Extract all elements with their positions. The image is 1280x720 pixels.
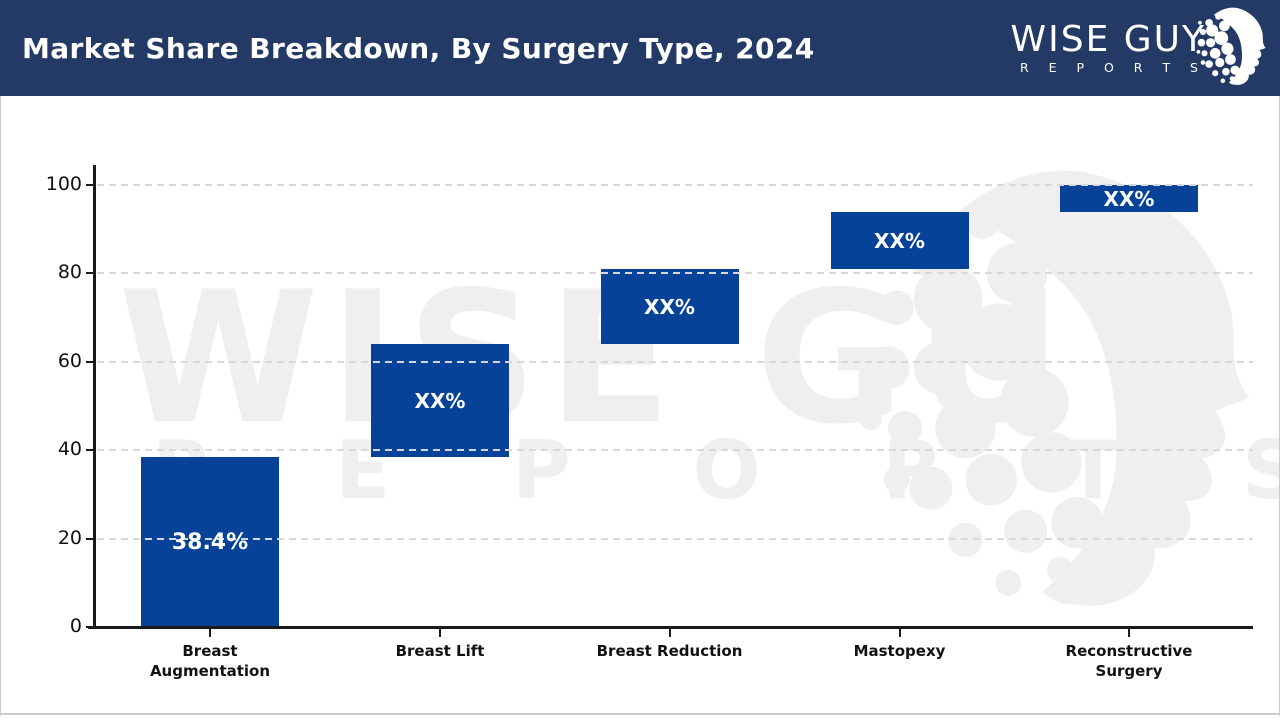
x-axis-label-line: Surgery (1095, 662, 1163, 680)
y-tick-label-0: 0 (69, 615, 82, 637)
gridline-100 (97, 184, 1253, 186)
x-axis-label-mastopexy: Mastopexy (790, 641, 1010, 661)
y-tick-label-100: 100 (45, 173, 82, 195)
bar-value-label-mastopexy: XX% (874, 228, 925, 253)
x-axis-label-line: Mastopexy (853, 642, 946, 660)
brand-logo: WISE GUY R E P O R T S (1011, 4, 1273, 92)
x-axis-label-reconstructive-surgery: Reconstructive Surgery (1019, 641, 1239, 681)
watermark-head-profile-icon (860, 170, 1250, 606)
bar-value-label-reconstructive-surgery: XX% (1103, 186, 1155, 211)
bar-breast-reduction (600, 268, 739, 345)
chart-title: Market Share Breakdown, By Surgery Type,… (22, 31, 815, 65)
gridline-60 (97, 360, 1253, 363)
x-tick-mark (209, 629, 211, 637)
gridline-80 (97, 272, 1253, 275)
y-axis-line (93, 165, 96, 629)
y-tick-mark (86, 272, 94, 275)
bar-reconstructive-surgery (1060, 185, 1198, 213)
y-tick-mark (86, 449, 94, 452)
x-axis-label-line: Breast Lift (395, 642, 485, 660)
page-border-left (0, 96, 1, 716)
brand-head-profile-icon (1196, 7, 1266, 85)
x-axis-label-line: Breast Reduction (596, 642, 743, 660)
y-tick-mark (86, 360, 94, 363)
gridline-20 (97, 537, 1253, 540)
y-tick-label-20: 20 (57, 526, 82, 549)
brand-logo-text: WISE GUY R E P O R T S (1010, 18, 1207, 76)
header-bar: Market Share Breakdown, By Surgery Type,… (0, 0, 1280, 96)
x-axis-label-line: Breast (182, 642, 238, 660)
y-tick-label-40: 40 (57, 438, 82, 461)
bar-value-label-breast-reduction: XX% (644, 294, 695, 319)
bar-value-label-breast-lift: XX% (414, 388, 466, 413)
y-tick-label-60: 60 (57, 349, 82, 372)
y-tick-mark (86, 184, 94, 186)
brand-subtitle: R E P O R T S (1019, 59, 1206, 75)
x-axis-label-breast-lift: Breast Lift (330, 641, 550, 661)
x-tick-mark (439, 629, 441, 637)
bar-value-label-breast-augmentation: 38.4% (171, 529, 249, 555)
x-axis-label-breast-reduction: Breast Reduction (560, 641, 780, 661)
brand-name: WISE GUY (1010, 18, 1206, 60)
x-axis-line (88, 626, 1253, 629)
x-tick-mark (1128, 629, 1130, 637)
gridline-40 (97, 449, 1253, 452)
bar-mastopexy (830, 212, 969, 269)
watermark-reports-text: R E P O R T S (152, 424, 1280, 517)
x-axis-label-line: Augmentation (149, 662, 271, 680)
bar-breast-lift (371, 344, 509, 458)
bar-breast-augmentation (141, 457, 279, 627)
x-tick-mark (898, 629, 901, 637)
y-tick-label-80: 80 (57, 261, 82, 284)
x-tick-mark (668, 629, 671, 637)
y-tick-mark (86, 537, 94, 540)
x-axis-label-breast-augmentation: Breast Augmentation (100, 641, 320, 681)
page-border-bottom (0, 713, 1280, 715)
x-axis-label-line: Reconstructive (1065, 642, 1193, 660)
